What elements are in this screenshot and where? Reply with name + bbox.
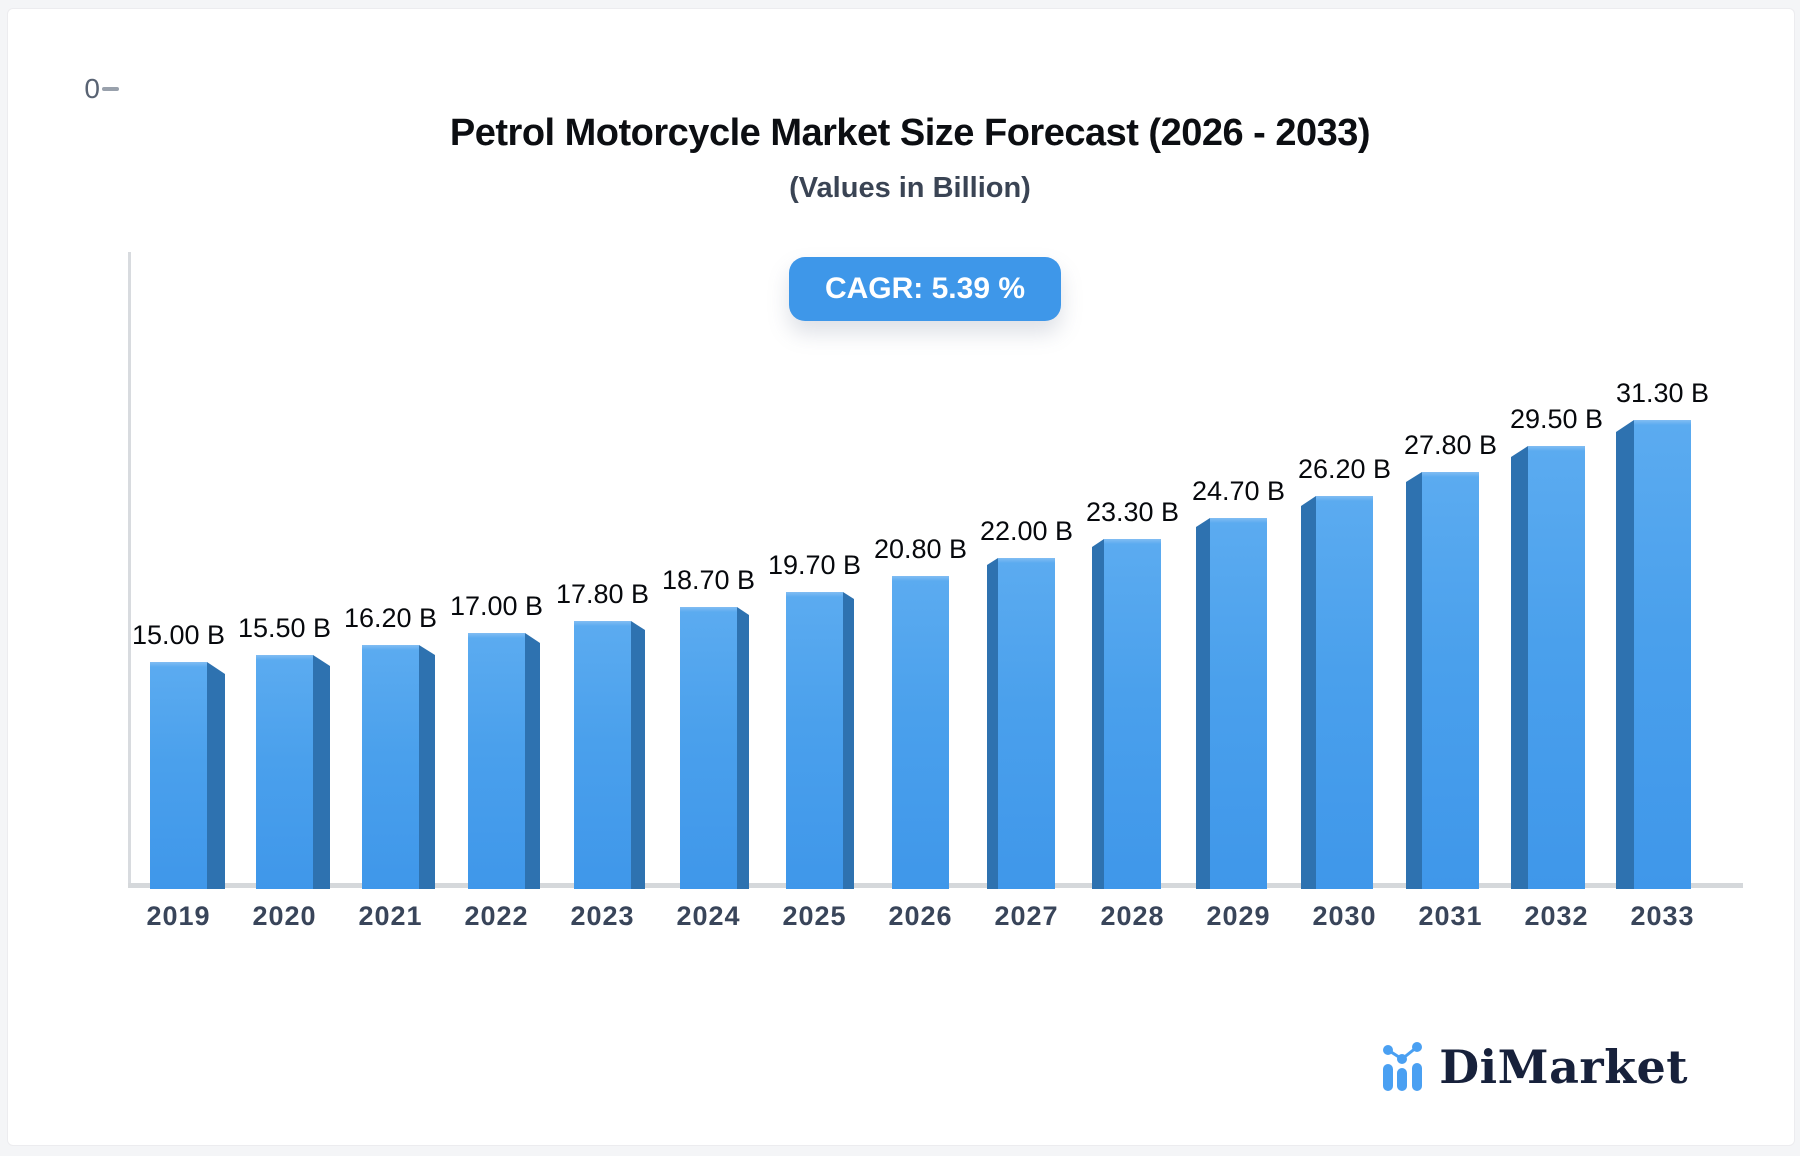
bar-side-face <box>207 662 225 889</box>
bar-value-label: 15.50 B <box>237 613 332 643</box>
x-tick-label: 2027 <box>994 901 1059 931</box>
bar-value-label: 26.20 B <box>1297 454 1392 484</box>
bar-side-face <box>987 558 998 889</box>
bar-value-label: 15.00 B <box>131 620 226 650</box>
bar-value-label: 31.30 B <box>1615 378 1710 408</box>
mini-bar-line-chart-icon <box>1383 1042 1423 1091</box>
x-tick-label: 2029 <box>1206 901 1271 931</box>
bar-side-face <box>1511 446 1528 889</box>
bar <box>468 633 525 889</box>
bar <box>1634 420 1691 889</box>
bar-value-label: 17.80 B <box>555 579 650 609</box>
x-tick-label: 2028 <box>1100 901 1165 931</box>
bar <box>362 645 419 889</box>
y-tick-mark <box>102 86 119 91</box>
x-tick-label: 2032 <box>1524 901 1589 931</box>
bar-value-label: 22.00 B <box>979 516 1074 546</box>
bar <box>786 592 843 889</box>
dimarket-logo: DiMarket <box>1371 1036 1688 1092</box>
x-tick-label: 2019 <box>146 901 211 931</box>
bar-value-label: 17.00 B <box>449 591 544 621</box>
bar <box>256 655 313 889</box>
bar-side-face <box>1092 539 1104 889</box>
x-tick-label: 2024 <box>676 901 741 931</box>
bar-value-label: 23.30 B <box>1085 497 1180 527</box>
logo-wordmark: DiMarket <box>1439 1040 1688 1094</box>
x-tick-label: 2022 <box>464 901 529 931</box>
bar-side-face <box>631 621 645 889</box>
bar-value-label: 19.70 B <box>767 550 862 580</box>
x-tick-label: 2021 <box>358 901 423 931</box>
bar <box>680 607 737 889</box>
y-axis-line <box>128 252 131 888</box>
bar <box>1210 518 1267 889</box>
bar-value-label: 18.70 B <box>661 565 756 595</box>
bar <box>998 558 1055 889</box>
bar <box>892 576 949 889</box>
x-tick-label: 2025 <box>782 901 847 931</box>
chart-title: Petrol Motorcycle Market Size Forecast (… <box>449 112 1371 154</box>
bar-side-face <box>313 655 330 889</box>
bar-side-face <box>1196 518 1210 889</box>
cagr-badge: CAGR: 5.39 % <box>789 257 1061 321</box>
bar <box>1528 446 1585 889</box>
bar-value-label: 29.50 B <box>1509 404 1604 434</box>
bar-side-face <box>525 633 540 889</box>
bar-side-face <box>1301 496 1316 889</box>
bar-value-label: 27.80 B <box>1403 430 1498 460</box>
bar <box>150 662 207 889</box>
bar-value-label: 20.80 B <box>873 534 968 564</box>
bar-side-face <box>419 645 435 889</box>
bar-side-face <box>737 607 749 889</box>
x-tick-label: 2023 <box>570 901 635 931</box>
chart-subtitle: (Values in Billion) <box>789 172 1031 204</box>
x-tick-label: 2026 <box>888 901 953 931</box>
bar-side-face <box>1616 420 1634 889</box>
bar <box>574 621 631 889</box>
bar-value-label: 24.70 B <box>1191 476 1286 506</box>
bar-value-label: 16.20 B <box>343 603 438 633</box>
bar <box>1104 539 1161 889</box>
x-tick-label: 2020 <box>252 901 317 931</box>
bar-side-face <box>1406 472 1422 889</box>
y-tick-label: 0 <box>84 72 100 104</box>
x-tick-label: 2030 <box>1312 901 1377 931</box>
bar-side-face <box>843 592 854 889</box>
x-tick-label: 2031 <box>1418 901 1483 931</box>
bar <box>1316 496 1373 889</box>
x-tick-label: 2033 <box>1630 901 1695 931</box>
bar <box>1422 472 1479 889</box>
